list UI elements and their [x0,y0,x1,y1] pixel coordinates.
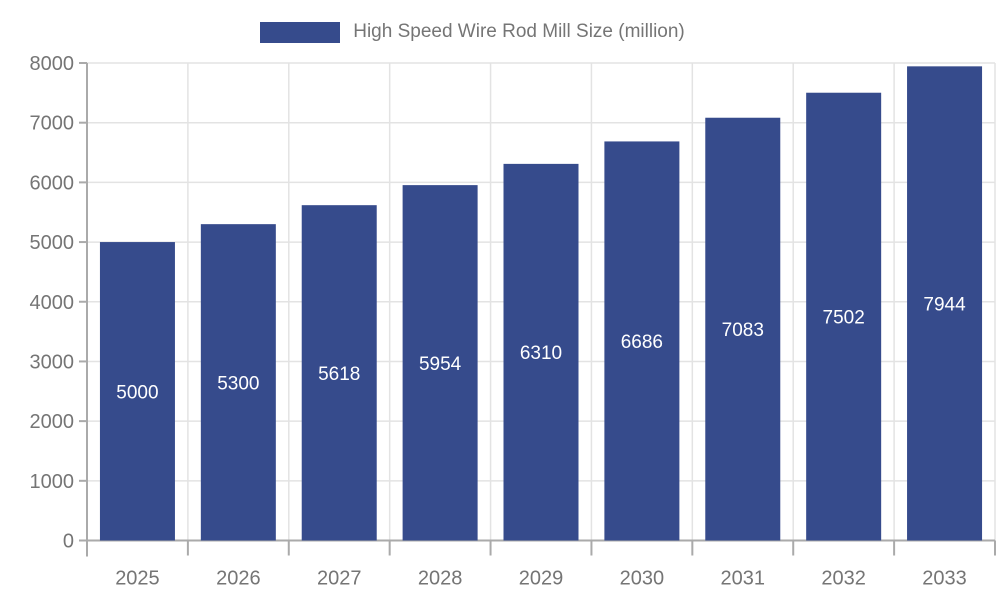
y-tick-label: 8000 [30,53,75,75]
x-tick-label: 2028 [418,568,463,590]
bar-value-label: 7502 [823,308,865,329]
x-tick-label: 2025 [115,568,160,590]
x-tick-label: 2030 [620,568,665,590]
y-tick-label: 2000 [30,411,75,433]
y-tick-label: 4000 [30,292,75,314]
bar [604,141,680,541]
bar-value-label: 5618 [318,364,360,385]
bar-value-label: 7944 [923,294,966,315]
y-tick-label: 3000 [30,351,75,373]
legend-swatch-icon [260,21,341,43]
bar-value-label: 6686 [621,332,663,353]
x-tick-label: 2032 [821,568,866,590]
bar [301,205,377,541]
bar [907,66,983,541]
bar [806,92,882,541]
x-tick-label: 2027 [317,568,362,590]
x-tick-label: 2031 [721,568,766,590]
bar [705,117,781,541]
y-tick-label: 7000 [30,113,75,135]
bar-value-label: 5300 [217,373,259,394]
bar-value-label: 5954 [419,354,462,375]
x-tick-label: 2026 [216,568,261,590]
bar [503,163,579,541]
bar-value-label: 5000 [116,382,158,403]
x-tick-label: 2033 [922,568,967,590]
y-tick-label: 1000 [30,471,75,493]
bar [99,242,175,541]
x-tick-label: 2029 [519,568,564,590]
bar-value-label: 7083 [722,320,764,341]
bar [402,185,478,541]
legend-label: High Speed Wire Rod Mill Size (million) [353,21,685,42]
bar [200,224,276,541]
chart-legend: High Speed Wire Rod Mill Size (million) [0,21,1000,43]
y-tick-label: 5000 [30,232,75,254]
y-tick-label: 6000 [30,172,75,194]
y-tick-label: 0 [63,531,74,553]
bar-value-label: 6310 [520,343,562,364]
